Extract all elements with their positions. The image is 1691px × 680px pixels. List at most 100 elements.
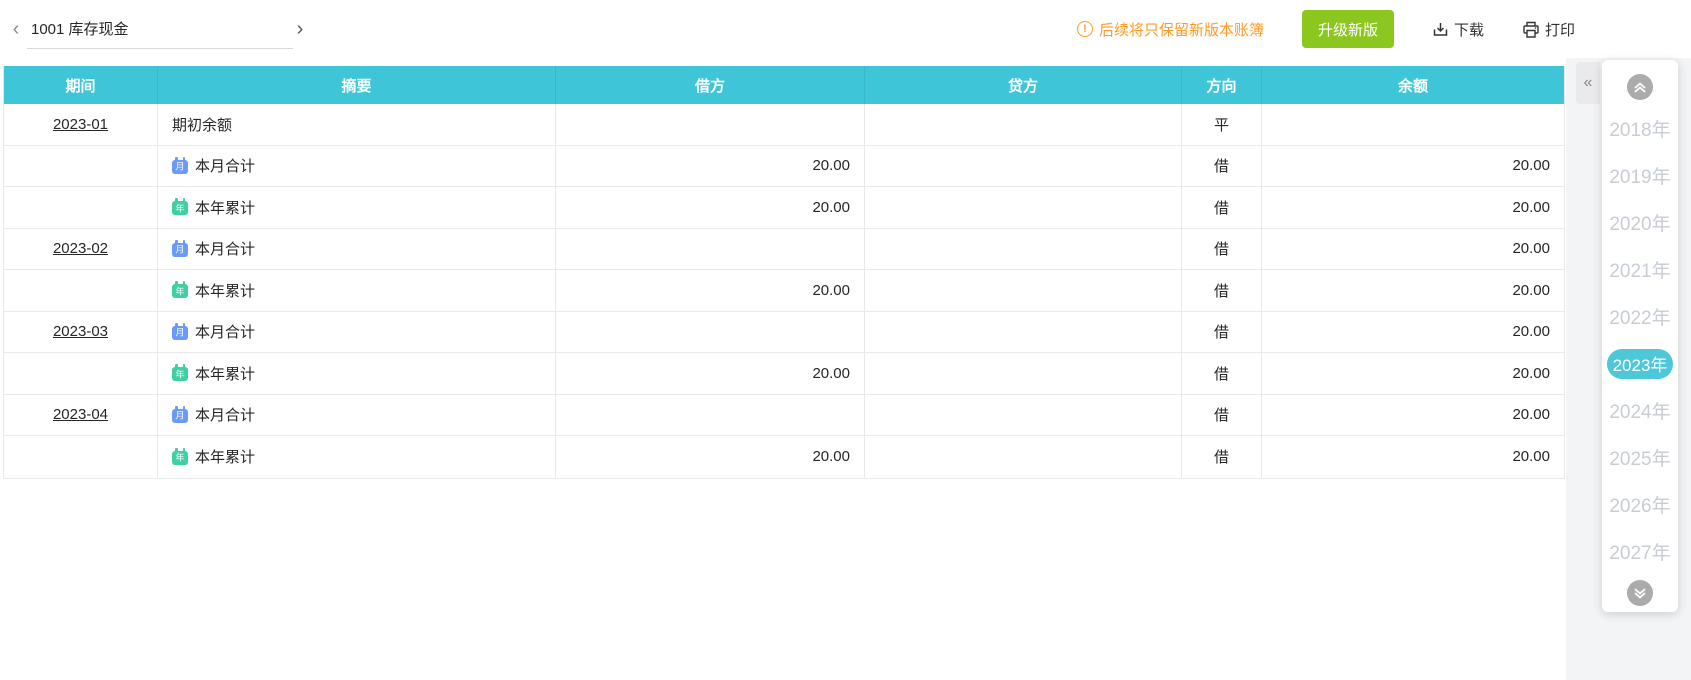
table-row: 2023-02 月 本月合计 借 20.00	[4, 228, 1564, 270]
summary-text: 本月合计	[195, 407, 256, 425]
calendar-icon: 月	[172, 322, 188, 340]
year-option[interactable]: 2023年	[1602, 340, 1678, 387]
prev-account-button[interactable]: ‹	[12, 18, 20, 40]
table-header-row: 期间 摘要 借方 贷方 方向 余额	[4, 66, 1564, 104]
table-row: 2023-04 月 本月合计 借 20.00	[4, 394, 1564, 436]
debit-cell: 20.00	[556, 145, 865, 186]
toolbar: ‹ 1001 库存现金 › ! 后续将只保留新版本账簿 升级新版 下载 打印	[0, 0, 1691, 62]
summary-text: 本年累计	[195, 365, 256, 383]
year-option-label: 2020年	[1609, 214, 1671, 235]
debit-cell	[556, 394, 865, 435]
year-option[interactable]: 2021年	[1602, 246, 1678, 293]
account-selector-field[interactable]: 1001 库存现金	[27, 11, 293, 49]
period-cell	[4, 145, 158, 186]
calendar-icon-char: 月	[175, 244, 185, 255]
column-header: 贷方	[865, 66, 1182, 104]
scroll-years-down-button[interactable]	[1627, 580, 1653, 606]
period-cell: 2023-04	[4, 394, 158, 435]
period-link[interactable]: 2023-01	[52, 115, 109, 133]
ledger-table: 期间 摘要 借方 贷方 方向 余额 2023-01 期初余额 平 月 本月合计 20.00…	[3, 66, 1565, 479]
upgrade-button[interactable]: 升级新版	[1301, 10, 1394, 48]
summary-cell: 月 本月合计	[158, 394, 556, 435]
print-label: 打印	[1544, 21, 1575, 39]
collapse-year-panel-tab[interactable]: «	[1576, 62, 1600, 104]
debit-cell: 20.00	[556, 187, 865, 228]
printer-icon	[1523, 21, 1539, 38]
year-option[interactable]: 2018年	[1602, 105, 1678, 152]
calendar-icon: 年	[172, 447, 188, 465]
chevrons-left-icon: «	[1583, 74, 1593, 91]
warning-text: 后续将只保留新版本账簿	[1098, 21, 1264, 39]
table-row: 年 本年累计 20.00 借 20.00	[4, 353, 1564, 395]
direction-cell: 平	[1182, 104, 1262, 145]
period-cell: 2023-02	[4, 228, 158, 269]
direction-cell: 借	[1182, 270, 1262, 311]
balance-cell: 20.00	[1512, 198, 1550, 216]
balance-cell: 20.00	[1512, 406, 1550, 424]
year-option[interactable]: 2027年	[1602, 528, 1678, 575]
direction-cell: 借	[1182, 311, 1262, 352]
credit-cell	[865, 436, 1182, 478]
toolbar-actions: ! 后续将只保留新版本账簿 升级新版 下载 打印	[1076, 10, 1575, 48]
balance-cell: 20.00	[1512, 281, 1550, 299]
period-link[interactable]: 2023-02	[52, 240, 109, 258]
calendar-icon: 月	[172, 239, 188, 257]
direction-cell: 借	[1182, 228, 1262, 269]
summary-text: 本月合计	[195, 158, 256, 176]
period-cell	[4, 187, 158, 228]
year-option-label: 2022年	[1609, 308, 1671, 329]
calendar-icon-char: 月	[175, 410, 185, 421]
balance-cell: 20.00	[1512, 448, 1550, 466]
year-option[interactable]: 2026年	[1602, 481, 1678, 528]
credit-cell	[865, 311, 1182, 352]
column-header: 期间	[4, 66, 158, 104]
period-link[interactable]: 2023-04	[52, 406, 109, 424]
summary-text: 期初余额	[172, 116, 233, 134]
next-account-button[interactable]: ›	[296, 18, 304, 40]
year-option[interactable]: 2022年	[1602, 293, 1678, 340]
year-option[interactable]: 2025年	[1602, 434, 1678, 481]
calendar-icon: 年	[172, 364, 188, 382]
balance-cell	[1262, 104, 1564, 145]
year-option[interactable]: 2024年	[1602, 387, 1678, 434]
scroll-years-up-button[interactable]	[1627, 74, 1653, 100]
summary-text: 本年累计	[195, 199, 256, 217]
direction-cell: 借	[1182, 353, 1262, 394]
credit-cell	[865, 187, 1182, 228]
year-option-label: 2027年	[1609, 543, 1671, 564]
balance-cell: 20.00	[1512, 240, 1550, 258]
balance-cell: 20.00	[1512, 157, 1550, 175]
balance-cell: 20.00	[1512, 364, 1550, 382]
table-row: 年 本年累计 20.00 借 20.00	[4, 436, 1564, 478]
period-link[interactable]: 2023-03	[52, 323, 109, 341]
column-header: 摘要	[158, 66, 556, 104]
year-option[interactable]: 2020年	[1602, 199, 1678, 246]
summary-text: 本月合计	[195, 324, 256, 342]
download-icon	[1433, 22, 1448, 36]
year-option-label: 2019年	[1609, 167, 1671, 188]
download-button[interactable]: 下载	[1432, 19, 1484, 40]
table-row: 年 本年累计 20.00 借 20.00	[4, 270, 1564, 312]
calendar-icon-char: 年	[175, 452, 185, 463]
credit-cell	[865, 145, 1182, 186]
year-option[interactable]: 2019年	[1602, 152, 1678, 199]
direction-cell: 借	[1182, 394, 1262, 435]
period-cell	[4, 270, 158, 311]
year-option-label: 2026年	[1609, 496, 1671, 517]
debit-cell: 20.00	[556, 270, 865, 311]
chevrons-up-icon	[1634, 82, 1646, 92]
summary-cell: 年 本年累计	[158, 436, 556, 478]
year-option-label: 2025年	[1609, 449, 1671, 470]
chevrons-down-icon	[1634, 588, 1646, 598]
debit-cell: 20.00	[556, 353, 865, 394]
calendar-icon-char: 年	[175, 369, 185, 380]
summary-text: 本年累计	[195, 449, 256, 467]
print-button[interactable]: 打印	[1522, 19, 1575, 40]
calendar-icon: 年	[172, 198, 188, 216]
credit-cell	[865, 394, 1182, 435]
warning-circle-icon: !	[1076, 21, 1093, 37]
direction-cell: 借	[1182, 436, 1262, 478]
column-header: 借方	[556, 66, 865, 104]
debit-cell	[556, 104, 865, 145]
